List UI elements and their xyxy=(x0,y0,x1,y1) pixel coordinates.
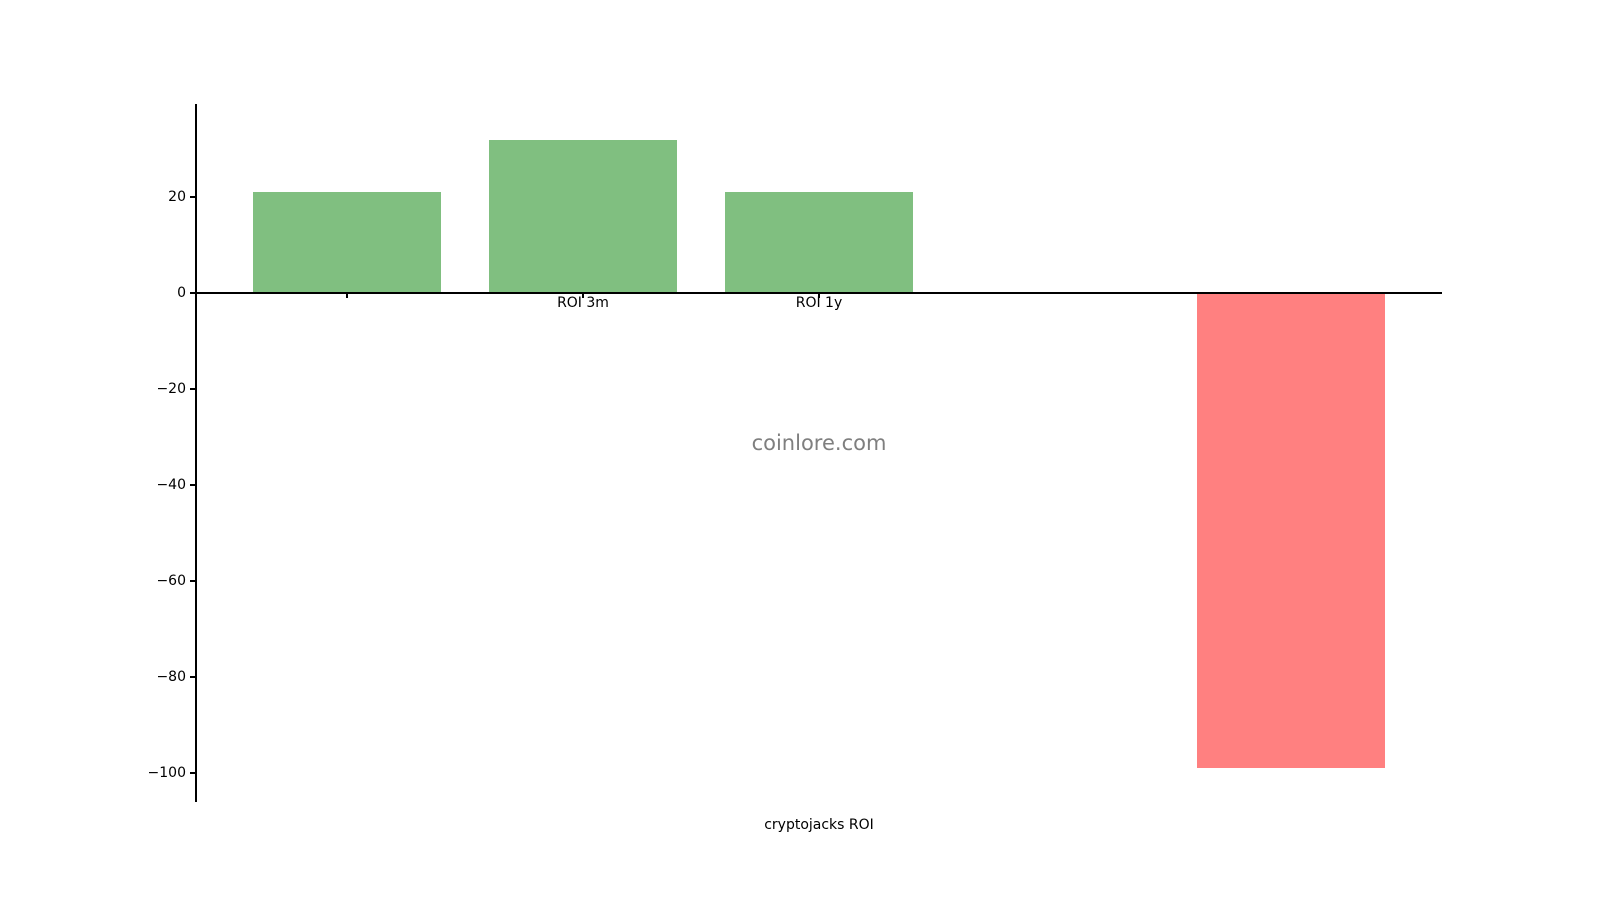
x-tick-mark-slot-2 xyxy=(818,293,820,299)
y-axis-line xyxy=(195,104,197,802)
y-tick-mark--40 xyxy=(190,484,195,486)
y-tick-label--40: −40 xyxy=(156,477,186,494)
chart-caption: cryptojacks ROI xyxy=(764,817,874,833)
y-tick-mark-0 xyxy=(190,292,195,294)
y-tick-mark-20 xyxy=(190,196,195,198)
y-tick-label--100: −100 xyxy=(147,765,186,782)
bar-slot-1-roi-3m xyxy=(488,139,678,294)
y-tick-label--80: −80 xyxy=(156,669,186,686)
y-tick-mark--80 xyxy=(190,676,195,678)
x-axis-zero-line xyxy=(196,292,1442,294)
x-tick-mark-slot-1 xyxy=(582,293,584,299)
bar-slot-2-roi-1y xyxy=(724,192,914,294)
watermark-text: coinlore.com xyxy=(751,431,887,455)
y-tick-label--20: −20 xyxy=(156,381,186,398)
x-tick-label-roi-1y: ROI 1y xyxy=(795,295,843,312)
x-tick-mark-slot-0 xyxy=(346,293,348,299)
y-tick-label-0: 0 xyxy=(177,285,186,302)
y-tick-mark--20 xyxy=(190,388,195,390)
y-tick-label--60: −60 xyxy=(156,573,186,590)
bar-slot-0 xyxy=(252,192,442,294)
x-tick-label-roi-3m: ROI 3m xyxy=(557,295,609,312)
bar-slot-4 xyxy=(1196,293,1386,769)
y-tick-mark--60 xyxy=(190,580,195,582)
y-tick-label-20: 20 xyxy=(168,189,186,206)
y-tick-mark--100 xyxy=(190,772,195,774)
